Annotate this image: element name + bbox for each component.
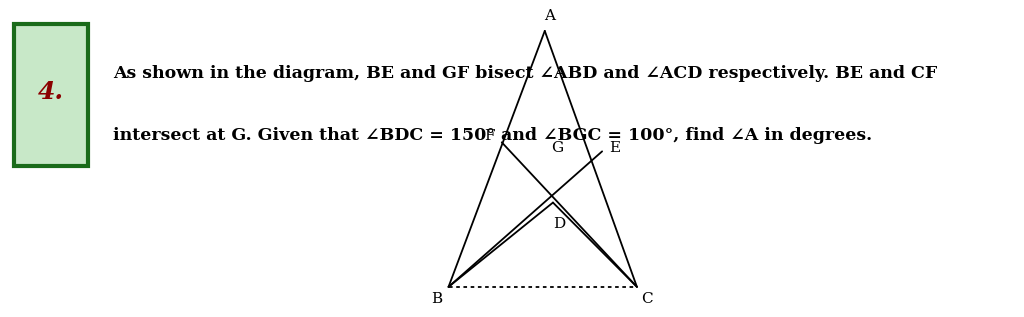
Text: A: A xyxy=(544,9,555,23)
Text: C: C xyxy=(641,292,653,306)
Text: E: E xyxy=(609,141,620,155)
FancyBboxPatch shape xyxy=(14,24,88,166)
Text: B: B xyxy=(431,292,441,306)
Text: D: D xyxy=(553,217,565,231)
Text: As shown in the diagram, BE and GF bisect ∠ABD and ∠ACD respectively. BE and CF: As shown in the diagram, BE and GF bisec… xyxy=(113,65,937,82)
Text: F: F xyxy=(484,129,495,143)
Text: intersect at G. Given that ∠BDC = 150° and ∠BGC = 100°, find ∠A in degrees.: intersect at G. Given that ∠BDC = 150° a… xyxy=(113,127,871,144)
Text: G: G xyxy=(551,141,563,155)
Text: 4.: 4. xyxy=(38,80,65,104)
